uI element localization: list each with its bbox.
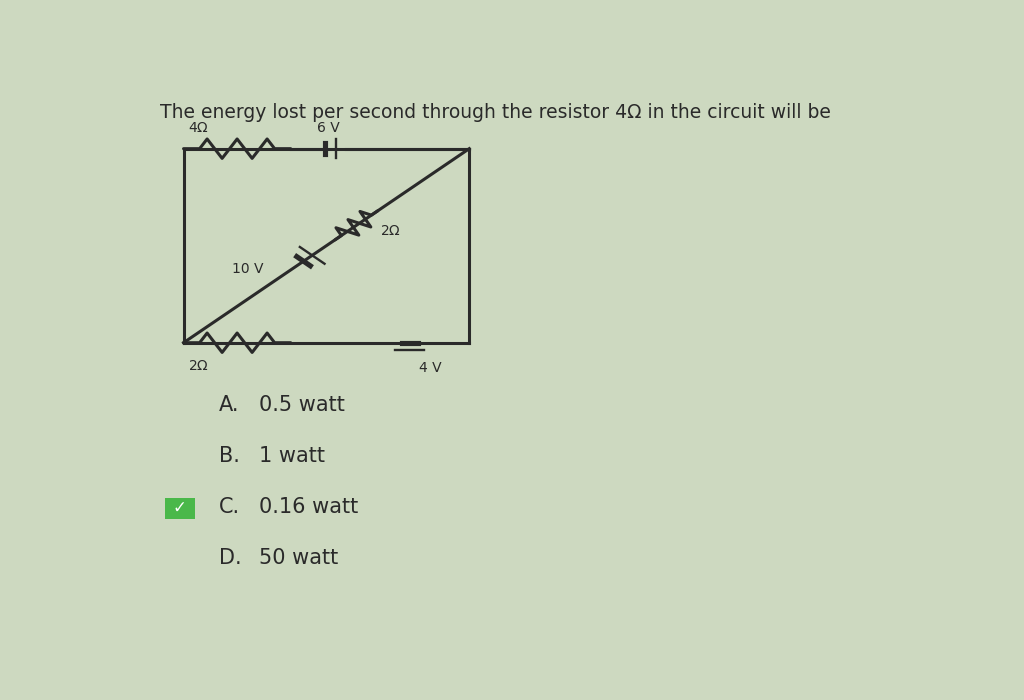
Text: 50 watt: 50 watt: [259, 548, 338, 568]
Text: C.: C.: [219, 497, 241, 517]
Text: A.: A.: [219, 395, 240, 414]
Text: B.: B.: [219, 446, 241, 466]
Text: ✓: ✓: [173, 499, 186, 517]
Text: 4 V: 4 V: [419, 360, 442, 374]
Text: 0.5 watt: 0.5 watt: [259, 395, 345, 414]
FancyBboxPatch shape: [165, 498, 195, 519]
Text: 2$\Omega$: 2$\Omega$: [380, 224, 401, 238]
Text: The energy lost per second through the resistor 4Ω in the circuit will be: The energy lost per second through the r…: [160, 103, 830, 122]
Text: D.: D.: [219, 548, 242, 568]
Text: 10 V: 10 V: [232, 262, 263, 276]
Text: 2$\Omega$: 2$\Omega$: [187, 359, 209, 373]
Text: 6 V: 6 V: [316, 121, 340, 135]
Text: 4$\Omega$: 4$\Omega$: [187, 121, 209, 135]
Text: 0.16 watt: 0.16 watt: [259, 497, 358, 517]
Text: 1 watt: 1 watt: [259, 446, 325, 466]
